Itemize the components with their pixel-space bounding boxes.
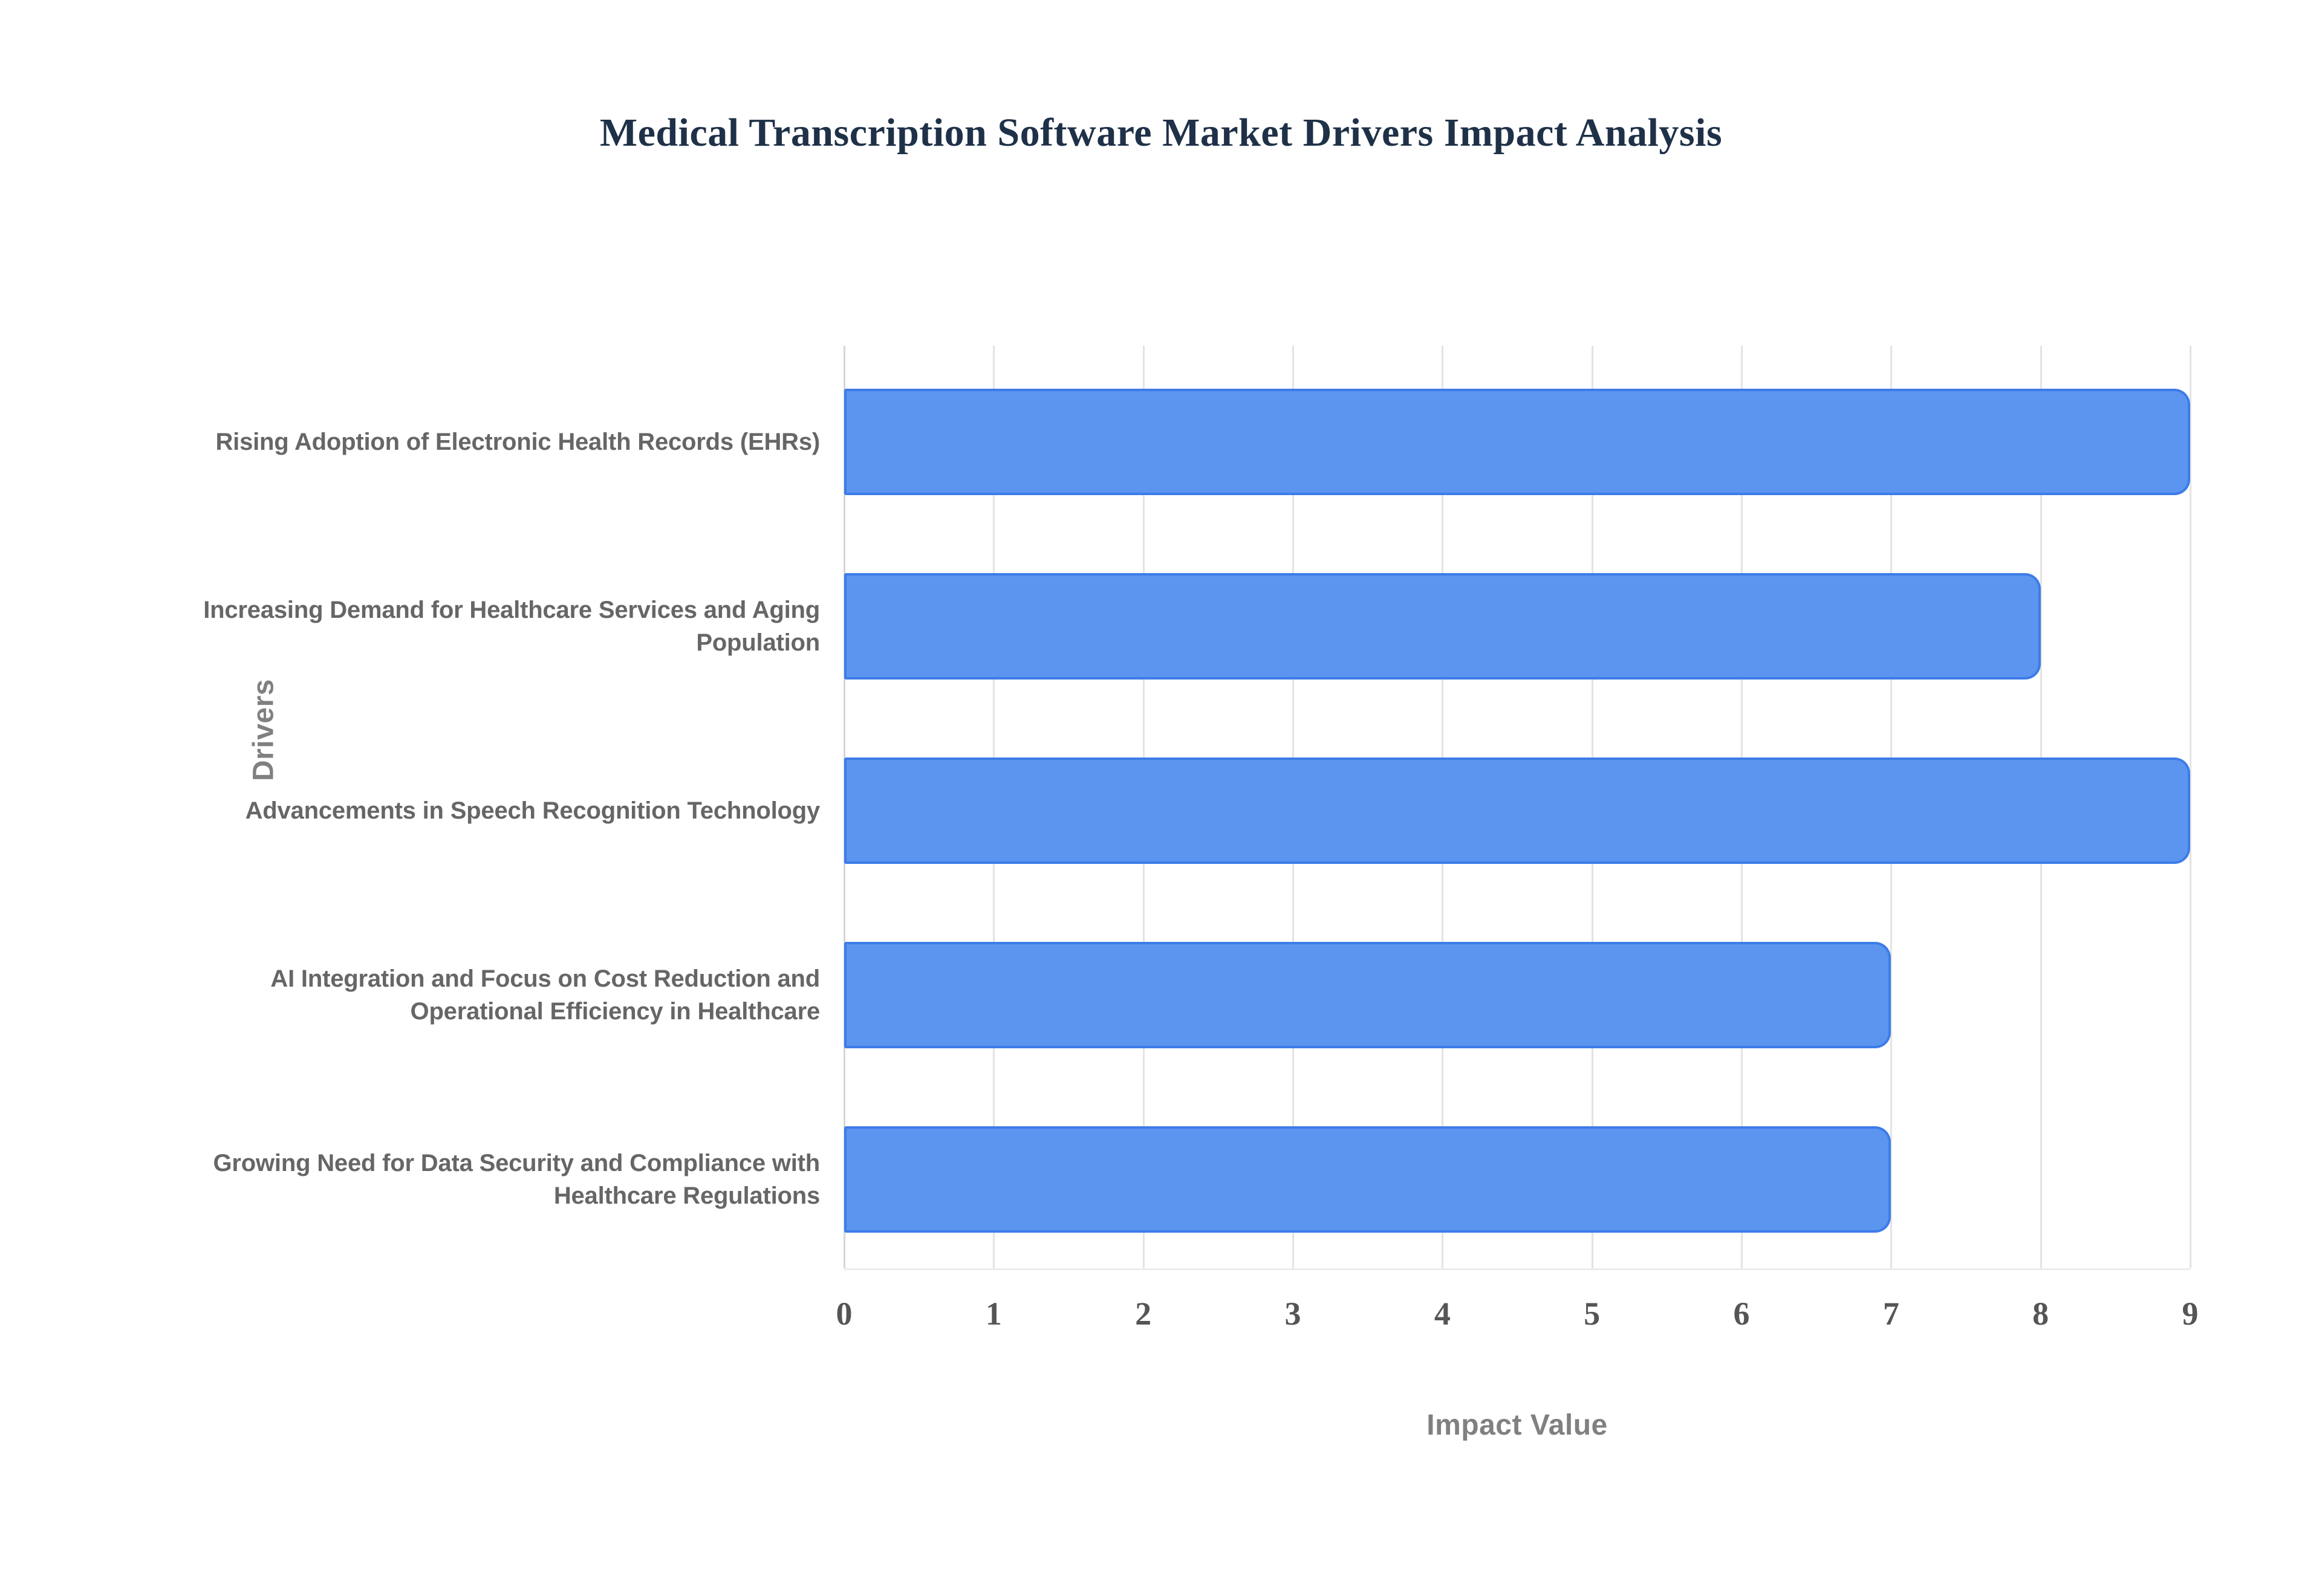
y-tick-label: Advancements in Speech Recognition Techn…	[245, 797, 821, 824]
gridline-9	[2190, 346, 2191, 1268]
x-tick-label: 1	[985, 1296, 1002, 1332]
x-tick-label: 4	[1434, 1296, 1451, 1332]
x-tick-label: 5	[1584, 1296, 1601, 1332]
chart-title: Medical Transcription Software Market Dr…	[599, 111, 1723, 155]
y-tick-label: AI Integration and Focus on Cost Reducti…	[270, 965, 820, 1025]
x-axis-baseline	[844, 1268, 2190, 1270]
bar[interactable]	[844, 757, 2190, 864]
x-axis-title: Impact Value	[1426, 1409, 1608, 1441]
x-tick-label: 8	[2032, 1296, 2049, 1332]
x-tick-label: 3	[1284, 1296, 1301, 1332]
x-tick-label: 0	[836, 1296, 853, 1332]
x-tick-label: 9	[2182, 1296, 2199, 1332]
bar[interactable]	[844, 573, 2041, 680]
bar[interactable]	[844, 942, 1891, 1049]
y-tick-label: Growing Need for Data Security and Compl…	[213, 1150, 821, 1210]
y-tick-label: Rising Adoption of Electronic Health Rec…	[215, 428, 820, 455]
plot-area: Rising Adoption of Electronic Health Rec…	[203, 346, 2199, 1332]
bar[interactable]	[844, 1126, 1891, 1233]
y-tick-label: Increasing Demand for Healthcare Service…	[203, 596, 820, 656]
x-tick-label: 6	[1733, 1296, 1750, 1332]
x-tick-label: 2	[1135, 1296, 1152, 1332]
bar[interactable]	[844, 388, 2190, 495]
x-tick-label: 7	[1882, 1296, 1899, 1332]
